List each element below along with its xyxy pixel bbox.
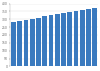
Bar [36, 18, 41, 66]
Bar [92, 8, 97, 66]
Bar [18, 21, 22, 66]
Bar [68, 12, 72, 66]
Bar [74, 11, 78, 66]
Bar [42, 16, 47, 66]
Bar [49, 15, 53, 66]
Bar [61, 13, 66, 66]
Bar [80, 10, 85, 66]
Bar [55, 14, 60, 66]
Bar [24, 20, 28, 66]
Bar [30, 19, 35, 66]
Bar [11, 22, 16, 66]
Bar [86, 9, 91, 66]
